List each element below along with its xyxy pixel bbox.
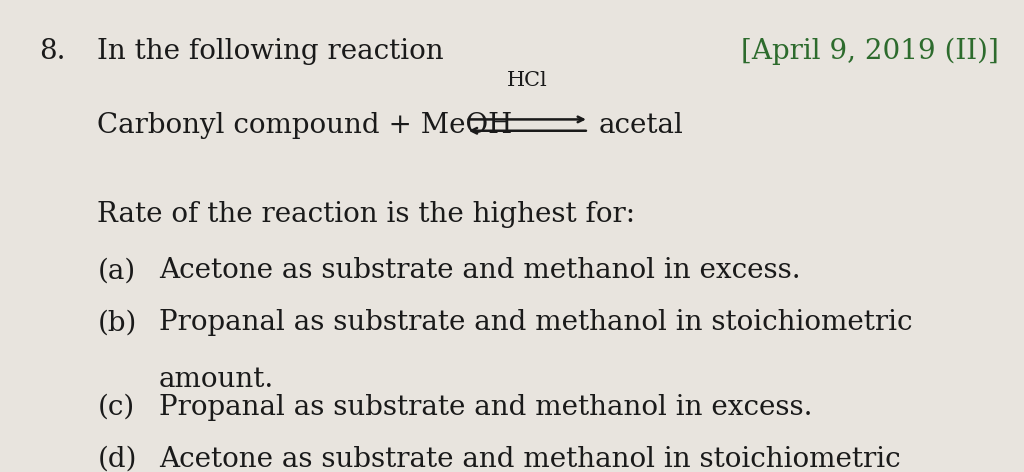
Text: Propanal as substrate and methanol in stoichiometric: Propanal as substrate and methanol in st…: [159, 309, 912, 336]
Text: (c): (c): [97, 394, 134, 421]
Text: Acetone as substrate and methanol in excess.: Acetone as substrate and methanol in exc…: [159, 257, 801, 284]
Text: Carbonyl compound + MeOH: Carbonyl compound + MeOH: [97, 111, 513, 139]
Text: Acetone as substrate and methanol in stoichiometric: Acetone as substrate and methanol in sto…: [159, 446, 900, 472]
Text: 8.: 8.: [39, 38, 66, 65]
Text: Propanal as substrate and methanol in excess.: Propanal as substrate and methanol in ex…: [159, 394, 812, 421]
Text: Rate of the reaction is the highest for:: Rate of the reaction is the highest for:: [97, 201, 636, 228]
Text: [April 9, 2019 (II)]: [April 9, 2019 (II)]: [740, 38, 998, 65]
Text: (b): (b): [97, 309, 136, 336]
Text: (d): (d): [97, 446, 137, 472]
Text: acetal: acetal: [599, 111, 684, 139]
Text: (a): (a): [97, 257, 135, 284]
Text: In the following reaction: In the following reaction: [97, 38, 444, 65]
Text: HCl: HCl: [507, 71, 548, 90]
Text: amount.: amount.: [159, 366, 274, 393]
